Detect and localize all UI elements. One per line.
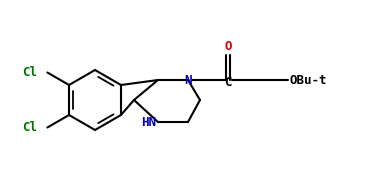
Text: HN: HN	[141, 116, 156, 129]
Text: N: N	[184, 73, 192, 87]
Text: C: C	[224, 76, 232, 90]
Text: Cl: Cl	[22, 66, 37, 79]
Text: O: O	[224, 41, 232, 53]
Text: Cl: Cl	[22, 121, 37, 134]
Text: OBu-t: OBu-t	[290, 73, 327, 87]
